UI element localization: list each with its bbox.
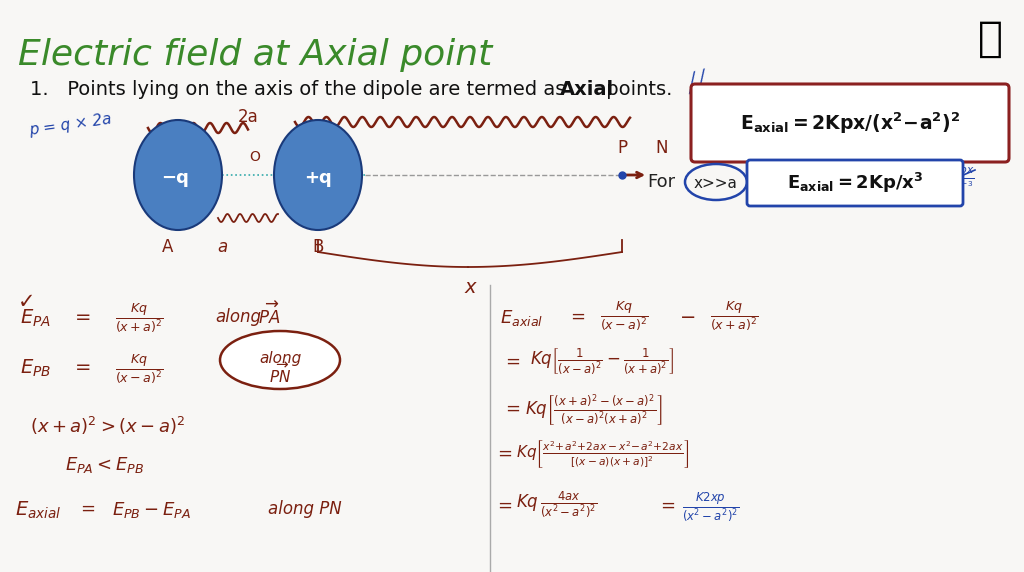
Text: x: x <box>464 278 476 297</box>
Text: along: along <box>215 308 261 326</box>
Text: p = q × 2a: p = q × 2a <box>28 112 113 138</box>
Text: a: a <box>217 238 227 256</box>
Ellipse shape <box>274 120 362 230</box>
Text: points.: points. <box>600 80 673 99</box>
Text: ╱╱: ╱╱ <box>685 69 712 95</box>
Text: =: = <box>75 358 91 377</box>
Text: =: = <box>505 400 520 418</box>
Text: 2a: 2a <box>238 108 258 126</box>
Text: $\overrightarrow{PA}$: $\overrightarrow{PA}$ <box>258 302 281 328</box>
Text: =: = <box>660 497 675 515</box>
Text: B: B <box>312 238 324 256</box>
Text: Electric field at Axial point: Electric field at Axial point <box>18 38 493 72</box>
Text: =: = <box>570 308 585 326</box>
Text: O: O <box>250 150 260 164</box>
Text: $Kq\left[\frac{1}{(x-a)^2} - \frac{1}{(x+a)^2}\right]$: $Kq\left[\frac{1}{(x-a)^2} - \frac{1}{(x… <box>530 346 675 376</box>
Text: =: = <box>75 308 91 327</box>
Text: $\frac{Kq}{(x-a)^2}$: $\frac{Kq}{(x-a)^2}$ <box>600 300 648 333</box>
Text: $(x+a)^2 > (x-a)^2$: $(x+a)^2 > (x-a)^2$ <box>30 415 185 437</box>
Text: =: = <box>497 445 512 463</box>
Text: A: A <box>163 238 174 256</box>
Text: 1.   Points lying on the axis of the dipole are termed as: 1. Points lying on the axis of the dipol… <box>30 80 571 99</box>
Text: $E_{axial}$: $E_{axial}$ <box>500 308 543 328</box>
Text: $E_{PA}$: $E_{PA}$ <box>20 308 51 329</box>
Text: $Kq\,\frac{4ax}{(x^2-a^2)^2}$: $Kq\,\frac{4ax}{(x^2-a^2)^2}$ <box>516 490 597 520</box>
Text: $\frac{2Kpx}{x^{4-3}}$: $\frac{2Kpx}{x^{4-3}}$ <box>945 163 975 193</box>
Text: $E_{PB}$: $E_{PB}$ <box>20 358 51 379</box>
Ellipse shape <box>220 331 340 389</box>
Text: $\mathbf{E_{axial} = 2Kpx/(x^2\!-\!a^2)^2}$: $\mathbf{E_{axial} = 2Kpx/(x^2\!-\!a^2)^… <box>739 110 961 136</box>
Text: ✓: ✓ <box>18 292 36 312</box>
Text: $\frac{Kq}{(x-a)^2}$: $\frac{Kq}{(x-a)^2}$ <box>115 353 164 387</box>
Text: −: − <box>680 308 696 327</box>
Text: =: = <box>505 353 520 371</box>
Text: along PN: along PN <box>268 500 342 518</box>
Text: $\frac{Kq}{(x+a)^2}$: $\frac{Kq}{(x+a)^2}$ <box>710 300 759 333</box>
Text: $\mathbf{E_{axial} = 2Kp/x^3}$: $\mathbf{E_{axial} = 2Kp/x^3}$ <box>786 171 924 195</box>
Text: $Kq\left[\frac{x^2\!+\!a^2\!+\!2ax - x^2\!-\!a^2\!+\!2ax}{[(x-a)(x+a)]^2}\right]: $Kq\left[\frac{x^2\!+\!a^2\!+\!2ax - x^2… <box>516 438 689 470</box>
Text: =: = <box>80 500 95 518</box>
Text: $E_{PA} < E_{PB}$: $E_{PA} < E_{PB}$ <box>65 455 144 475</box>
Text: $E_{axial}$: $E_{axial}$ <box>15 500 61 521</box>
FancyBboxPatch shape <box>691 84 1009 162</box>
Text: x>>a: x>>a <box>694 176 738 190</box>
Text: along: along <box>259 351 301 366</box>
Text: $Kq\left[\frac{(x+a)^2-(x-a)^2}{(x-a)^2(x+a)^2}\right]$: $Kq\left[\frac{(x+a)^2-(x-a)^2}{(x-a)^2(… <box>525 393 663 428</box>
Text: Axial: Axial <box>560 80 614 99</box>
Text: =: = <box>497 497 512 515</box>
Text: P: P <box>616 139 627 157</box>
Text: −q: −q <box>161 169 189 187</box>
Text: $\frac{K2xp}{(x^2-a^2)^2}$: $\frac{K2xp}{(x^2-a^2)^2}$ <box>682 490 739 523</box>
Text: +q: +q <box>304 169 332 187</box>
Text: N: N <box>655 139 669 157</box>
Text: For: For <box>647 173 675 191</box>
Ellipse shape <box>134 120 222 230</box>
FancyBboxPatch shape <box>746 160 963 206</box>
Text: $E_{PB} - E_{PA}$: $E_{PB} - E_{PA}$ <box>112 500 190 520</box>
Text: 🐘: 🐘 <box>978 18 1002 60</box>
Text: $\frac{Kq}{(x+a)^2}$: $\frac{Kq}{(x+a)^2}$ <box>115 302 164 335</box>
Text: $\overrightarrow{PN}$: $\overrightarrow{PN}$ <box>269 362 291 386</box>
